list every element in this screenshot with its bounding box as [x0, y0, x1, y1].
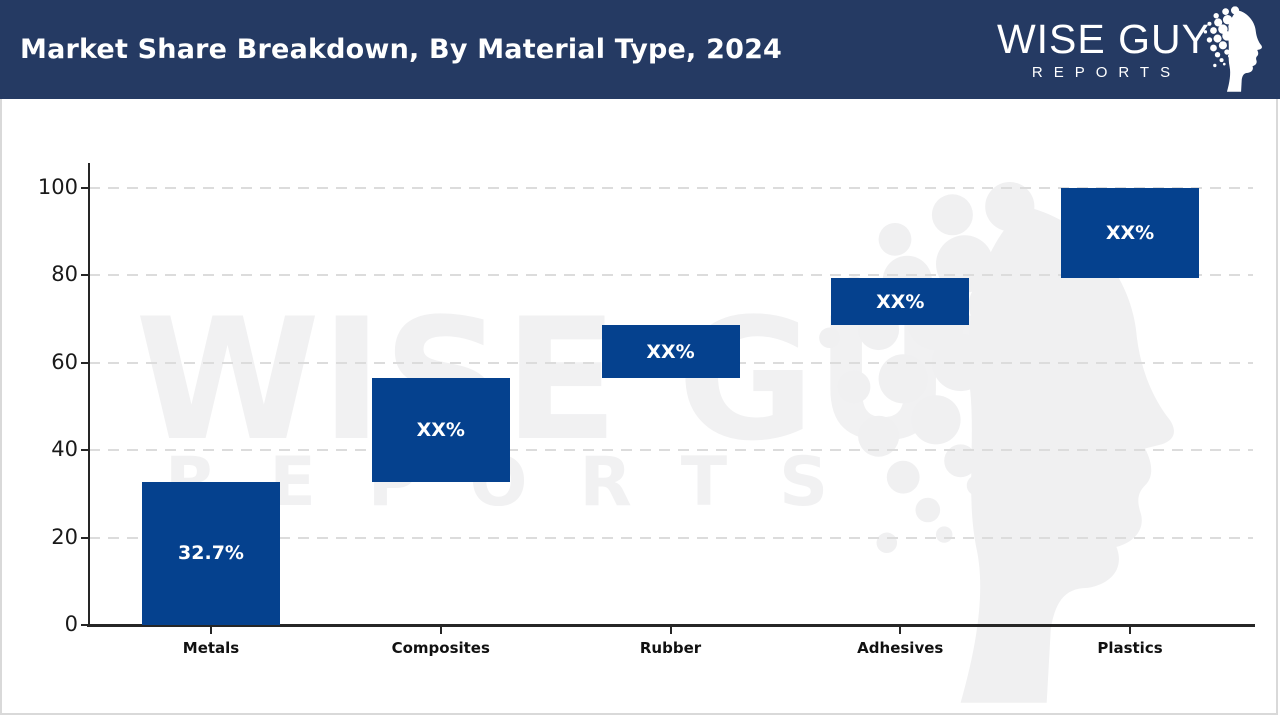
- brand-logo-text: WISE GUY REPORTS: [996, 15, 1210, 81]
- brand-name: WISE GUY: [996, 15, 1210, 62]
- brand-subtitle: REPORTS: [1031, 63, 1182, 81]
- header-bar: Market Share Breakdown, By Material Type…: [0, 0, 1280, 99]
- page-title: Market Share Breakdown, By Material Type…: [20, 34, 783, 65]
- watermark-text-2: REPORTS: [165, 443, 880, 522]
- brand-logo: WISE GUY REPORTS: [996, 5, 1280, 94]
- watermark-face-icon: [819, 182, 1174, 703]
